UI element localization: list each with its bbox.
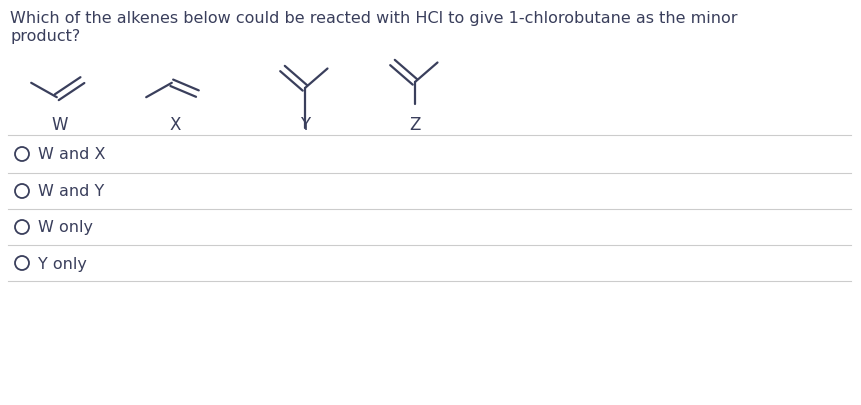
Text: Z: Z (409, 116, 421, 134)
Text: W: W (52, 116, 68, 134)
Text: product?: product? (10, 29, 80, 44)
Text: W only: W only (38, 220, 93, 235)
Text: Y: Y (300, 116, 310, 134)
Text: Which of the alkenes below could be reacted with HCl to give 1-chlorobutane as t: Which of the alkenes below could be reac… (10, 11, 738, 26)
Text: W and X: W and X (38, 147, 106, 162)
Text: X: X (170, 116, 181, 134)
Text: Y only: Y only (38, 256, 87, 271)
Text: W and Y: W and Y (38, 184, 104, 199)
